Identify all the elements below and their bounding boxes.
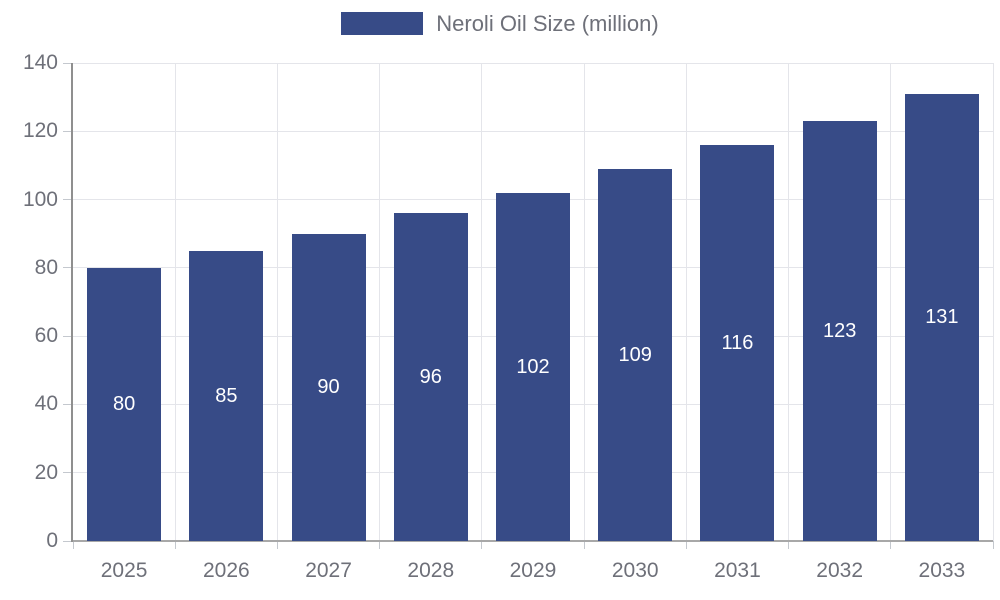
bar[interactable]: [189, 250, 264, 541]
x-axis-label: 2025: [100, 559, 148, 582]
y-axis-tick: [63, 472, 73, 474]
x-axis-tick: [992, 541, 994, 549]
x-axis-label: 2029: [509, 559, 557, 582]
x-axis-tick: [276, 541, 278, 549]
bar[interactable]: [496, 192, 570, 541]
y-axis-label: 60: [34, 324, 58, 348]
bar-value-label: 80: [112, 393, 136, 416]
legend-label: Neroli Oil Size (million): [436, 10, 659, 36]
x-axis-tick: [174, 541, 176, 549]
y-axis-tick: [63, 130, 73, 132]
y-axis-tick: [63, 62, 73, 64]
bar-value-label: 131: [925, 306, 959, 329]
bar[interactable]: [87, 267, 162, 541]
x-axis-label: 2031: [714, 559, 761, 582]
y-axis-label: 100: [22, 187, 58, 211]
bar[interactable]: [904, 93, 979, 541]
y-axis-tick: [63, 267, 73, 269]
y-axis-label: 120: [22, 119, 58, 143]
bar-value-label: 116: [721, 331, 754, 354]
y-axis-label: 40: [34, 392, 58, 416]
v-gridline: [481, 63, 483, 541]
y-axis-label: 80: [34, 255, 58, 279]
bar-value-label: 85: [215, 384, 238, 407]
x-axis-label: 2033: [918, 559, 966, 582]
x-axis-tick: [890, 541, 892, 549]
x-axis-tick: [583, 541, 585, 549]
y-axis-tick: [63, 403, 73, 405]
bar[interactable]: [598, 168, 673, 541]
y-axis-tick: [63, 540, 73, 542]
x-axis-line: [73, 540, 993, 542]
x-axis-label: 2032: [816, 559, 864, 582]
x-axis-label: 2028: [407, 559, 455, 582]
v-gridline: [992, 63, 994, 541]
bar-value-label: 123: [822, 320, 857, 343]
y-axis-tick: [63, 199, 73, 201]
bar-value-label: 102: [516, 355, 550, 378]
legend-swatch: [341, 11, 424, 35]
v-gridline: [583, 63, 585, 541]
legend[interactable]: Neroli Oil Size (million): [0, 0, 1000, 46]
v-gridline: [174, 63, 176, 541]
x-axis-tick: [379, 541, 381, 549]
y-axis-label: 140: [22, 51, 58, 74]
x-axis-label: 2027: [305, 559, 352, 582]
x-axis-label: 2026: [202, 559, 250, 582]
x-axis-tick: [481, 541, 483, 549]
v-gridline: [685, 63, 687, 541]
x-axis-tick: [685, 541, 687, 549]
h-gridline: [73, 130, 993, 132]
x-axis-tick: [72, 541, 74, 549]
x-axis-label: 2030: [611, 559, 659, 582]
bar[interactable]: [393, 213, 468, 541]
v-gridline: [379, 63, 381, 541]
bar[interactable]: [802, 121, 877, 541]
y-axis-label: 20: [34, 460, 58, 484]
v-gridline: [276, 63, 278, 541]
bar-value-label: 109: [618, 343, 652, 366]
y-axis-tick: [63, 335, 73, 337]
y-axis-label: 0: [46, 529, 58, 552]
y-axis-line: [71, 63, 73, 542]
bar[interactable]: [291, 233, 366, 541]
x-axis-tick: [788, 541, 790, 549]
v-gridline: [788, 63, 790, 541]
h-gridline: [73, 62, 993, 64]
v-gridline: [890, 63, 892, 541]
bar-value-label: 96: [419, 366, 442, 389]
bar-value-label: 90: [317, 376, 340, 399]
bar[interactable]: [700, 144, 775, 541]
